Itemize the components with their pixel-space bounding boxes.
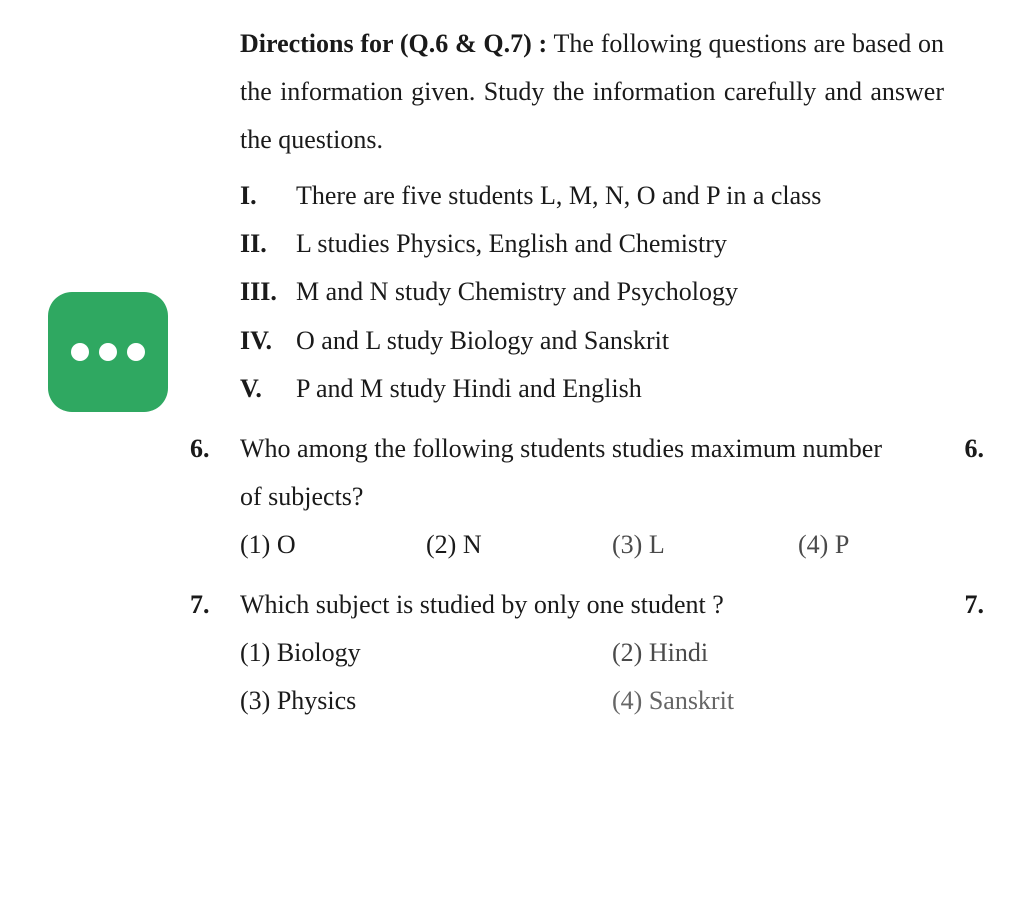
info-item: V. P and M study Hindi and English [40, 365, 984, 413]
info-item: III. M and N study Chemistry and Psychol… [40, 268, 984, 316]
roman-numeral: II. [240, 220, 296, 268]
question-7-options: (1) Biology (2) Hindi (3) Physics (4) Sa… [240, 629, 984, 725]
question-6-options: (1) O (2) N (3) L (4) P [240, 521, 984, 569]
roman-numeral: I. [240, 172, 296, 220]
roman-numeral: III. [240, 268, 296, 316]
info-list: I. There are five students L, M, N, O an… [40, 172, 984, 412]
dot-icon [99, 343, 117, 361]
question-number: 7. [40, 581, 240, 629]
answer-number: 7. [944, 581, 984, 629]
question-text-span: Which subject is studied by only one stu… [240, 590, 724, 619]
info-text: O and L study Biology and Sanskrit [296, 317, 984, 365]
directions-lead: Directions for (Q.6 & Q.7) : [240, 29, 547, 58]
option[interactable]: (1) Biology [240, 629, 612, 677]
option[interactable]: (3) Physics [240, 677, 612, 725]
option[interactable]: (4) P [798, 521, 984, 569]
option[interactable]: (4) Sanskrit [612, 677, 984, 725]
page: Directions for (Q.6 & Q.7) : The followi… [0, 0, 1024, 745]
question-text: Which subject is studied by only one stu… [240, 581, 944, 629]
question-6: 6. Who among the following students stud… [40, 425, 984, 521]
option[interactable]: (2) N [426, 521, 612, 569]
option[interactable]: (2) Hindi [612, 629, 984, 677]
roman-numeral: V. [240, 365, 296, 413]
dot-icon [127, 343, 145, 361]
more-options-button[interactable] [48, 292, 168, 412]
info-text: P and M study Hindi and English [296, 365, 984, 413]
question-7: 7. Which subject is studied by only one … [40, 581, 984, 629]
info-text: M and N study Chemistry and Psychology [296, 268, 984, 316]
info-text: There are five students L, M, N, O and P… [296, 172, 984, 220]
answer-number: 6. [944, 425, 984, 521]
info-item: I. There are five students L, M, N, O an… [40, 172, 984, 220]
option[interactable]: (1) O [240, 521, 426, 569]
info-item: II. L studies Physics, English and Chemi… [40, 220, 984, 268]
directions-paragraph: Directions for (Q.6 & Q.7) : The followi… [240, 20, 944, 164]
roman-numeral: IV. [240, 317, 296, 365]
question-text: Who among the following students studies… [240, 425, 944, 521]
question-text-span: Who among the following students studies… [240, 434, 882, 511]
question-number: 6. [40, 425, 240, 521]
option[interactable]: (3) L [612, 521, 798, 569]
dot-icon [71, 343, 89, 361]
info-text: L studies Physics, English and Chemistry [296, 220, 984, 268]
info-item: IV. O and L study Biology and Sanskrit [40, 317, 984, 365]
